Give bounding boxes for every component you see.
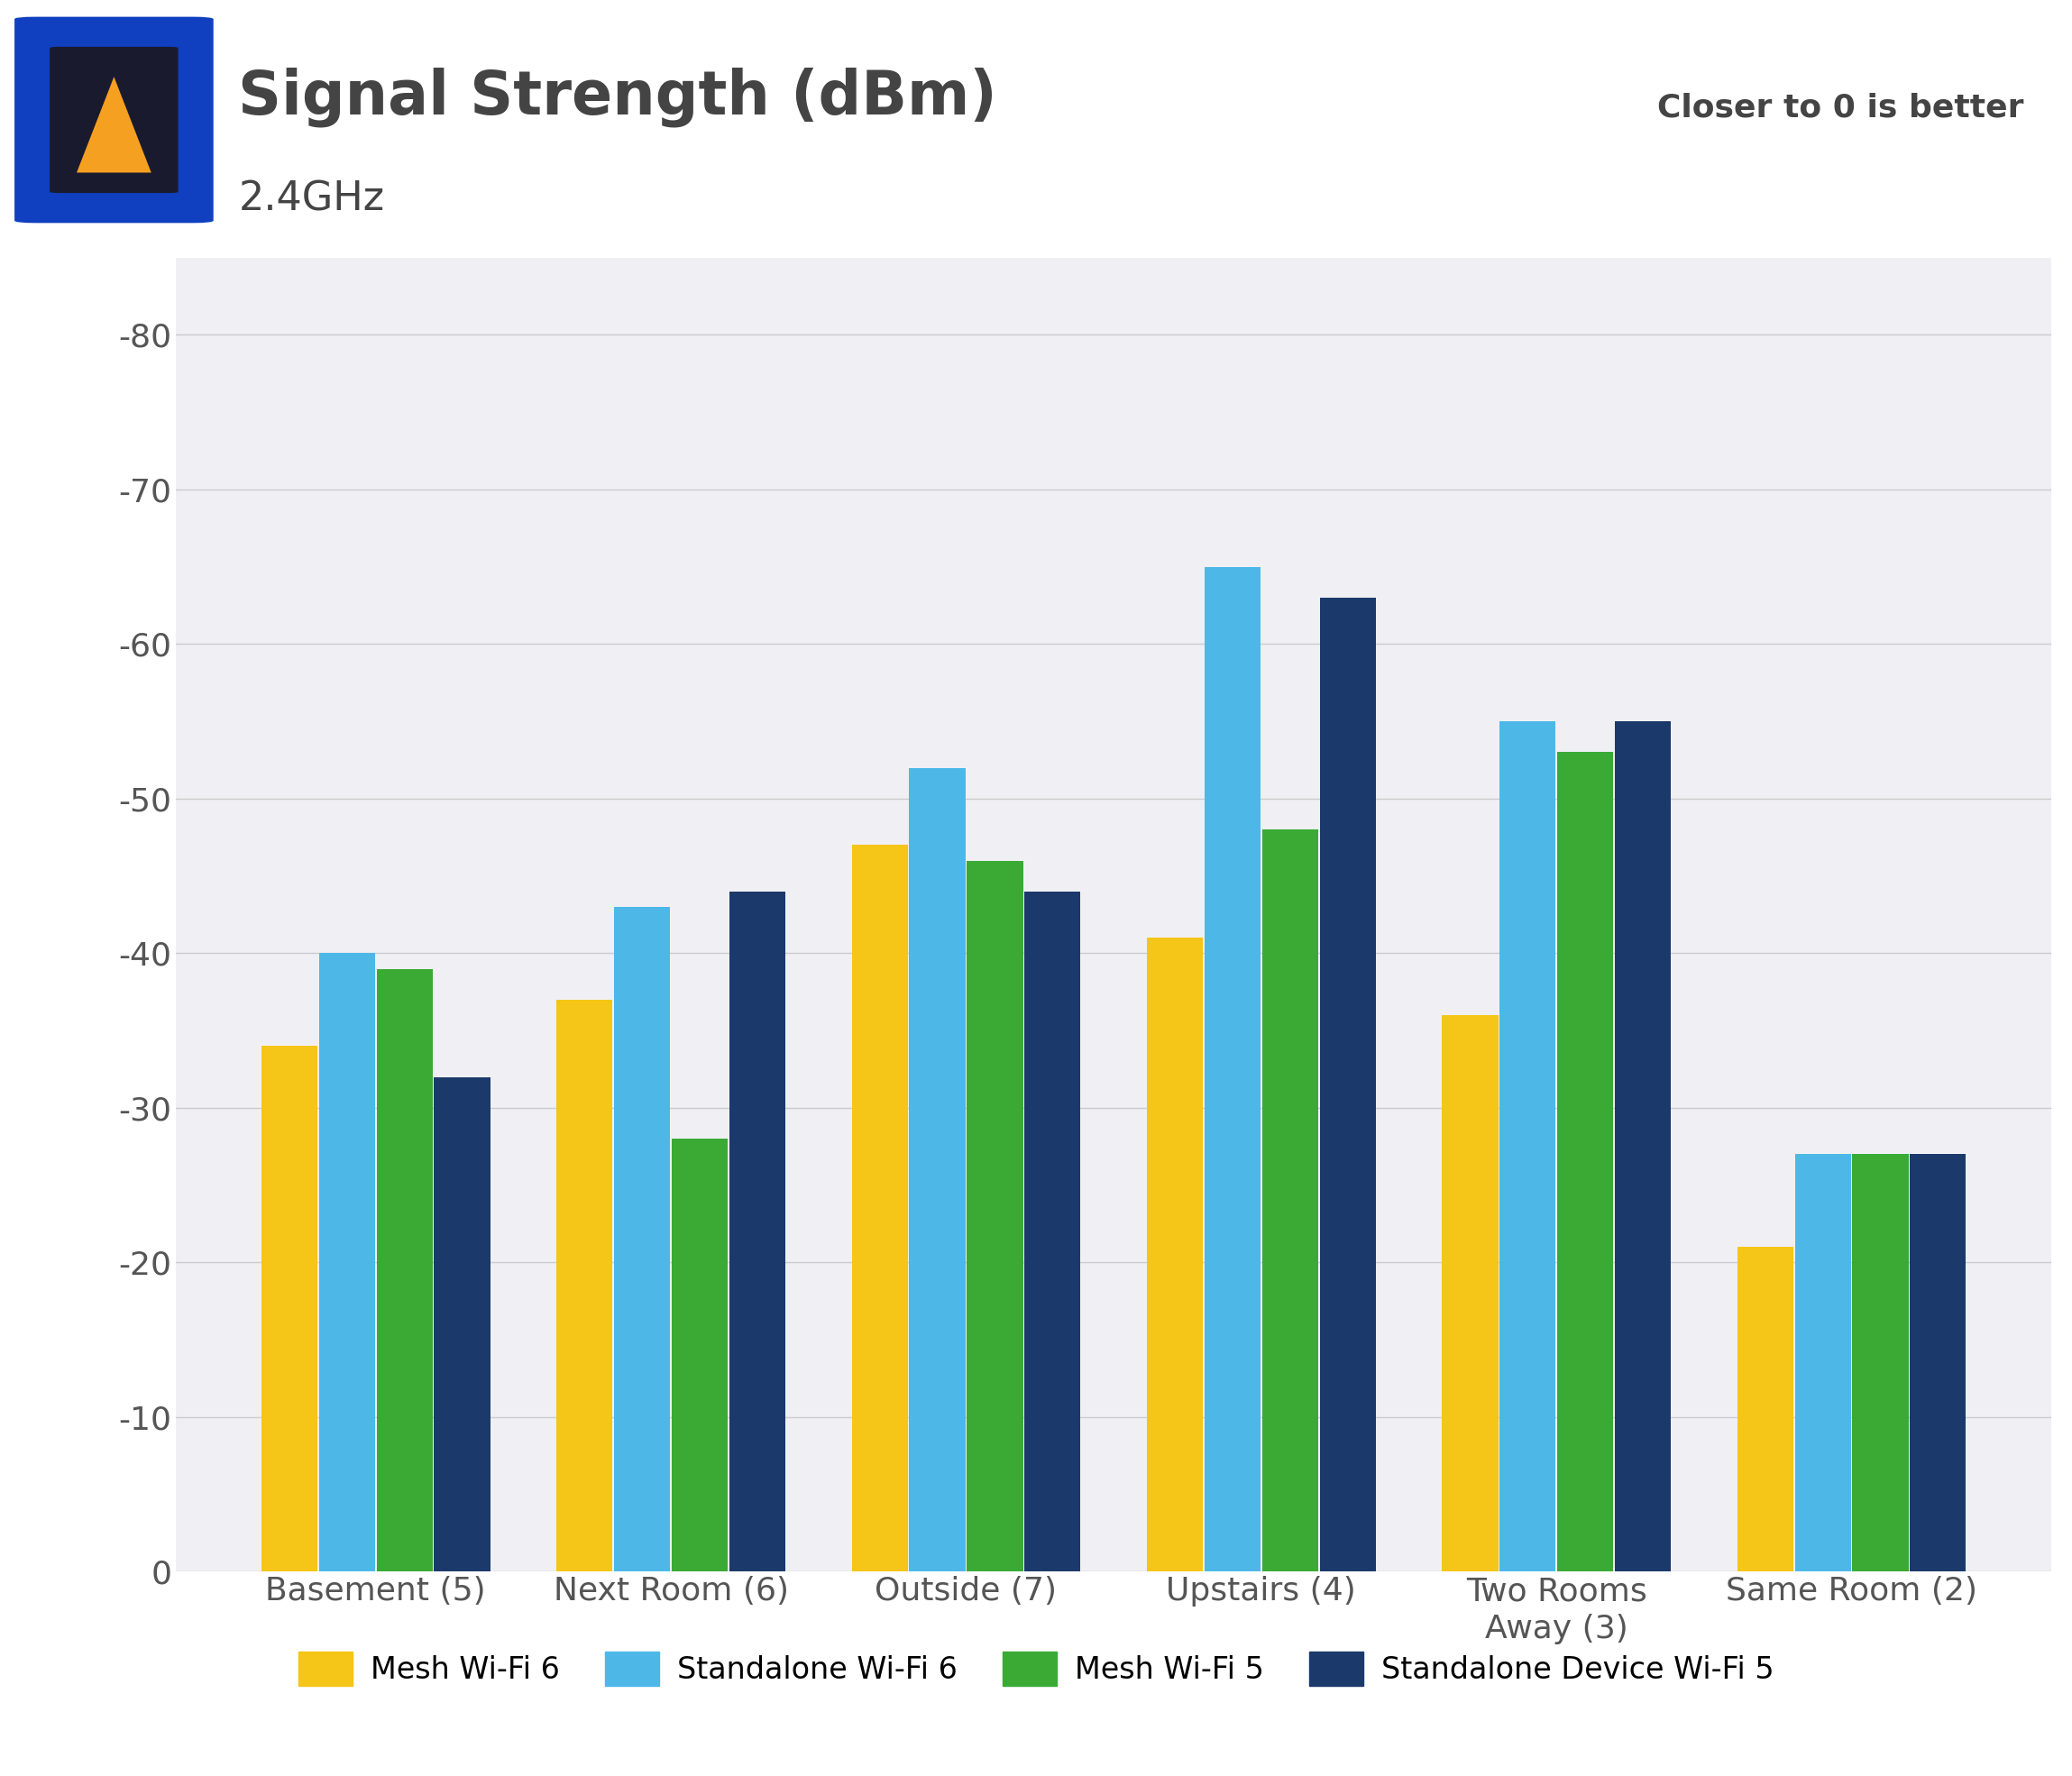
Bar — [557, 1000, 613, 1572]
Bar — [1320, 599, 1376, 1572]
Bar — [1794, 1154, 1850, 1572]
Bar — [613, 908, 669, 1572]
Bar — [910, 767, 966, 1572]
FancyBboxPatch shape — [15, 16, 213, 224]
Bar — [852, 845, 908, 1572]
Text: Signal Strength (dBm): Signal Strength (dBm) — [238, 67, 997, 128]
Bar — [1500, 721, 1556, 1572]
Polygon shape — [77, 76, 151, 172]
Bar — [1852, 1154, 1908, 1572]
Bar — [377, 968, 433, 1572]
Bar — [1442, 1016, 1498, 1572]
Text: 2.4GHz: 2.4GHz — [238, 179, 383, 218]
Bar — [671, 1138, 727, 1572]
Bar — [1148, 938, 1204, 1572]
Bar — [1736, 1247, 1794, 1572]
Legend: Mesh Wi-Fi 6, Standalone Wi-Fi 6, Mesh Wi-Fi 5, Standalone Device Wi-Fi 5: Mesh Wi-Fi 6, Standalone Wi-Fi 6, Mesh W… — [286, 1639, 1786, 1698]
Bar — [1910, 1154, 1966, 1572]
Bar — [968, 861, 1024, 1572]
Bar — [1262, 829, 1318, 1572]
Bar — [1204, 567, 1260, 1572]
Bar — [729, 892, 785, 1572]
Bar — [319, 954, 375, 1572]
FancyBboxPatch shape — [50, 46, 178, 194]
Bar — [1558, 753, 1614, 1572]
Bar — [1024, 892, 1080, 1572]
Text: Closer to 0 is better: Closer to 0 is better — [1658, 92, 2024, 123]
Bar — [261, 1046, 317, 1572]
Bar — [433, 1076, 491, 1572]
Bar — [1614, 721, 1670, 1572]
